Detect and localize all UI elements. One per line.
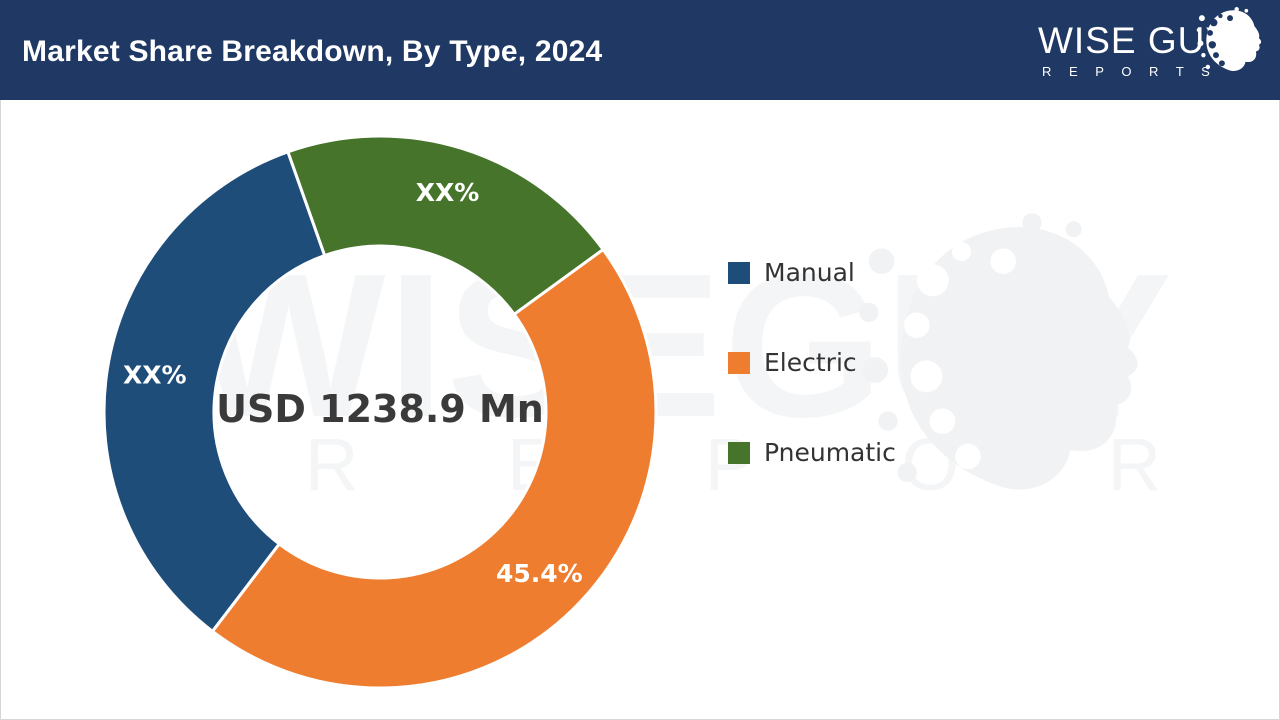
slice-label-manual: XX% bbox=[123, 361, 187, 390]
slice-electric bbox=[210, 248, 658, 690]
legend-marker-manual bbox=[728, 261, 750, 284]
legend-item-electric: Electric bbox=[728, 348, 857, 377]
wise-guy-logo: WISE GUY R E P O R T S bbox=[1010, 4, 1268, 96]
legend-marker-pneumatic bbox=[728, 441, 750, 464]
legend-label: Pneumatic bbox=[764, 438, 896, 467]
slice-pneumatic bbox=[286, 134, 605, 316]
legend-marker-electric bbox=[728, 351, 750, 374]
slice-manual bbox=[102, 150, 327, 633]
slice-label-electric: 45.4% bbox=[496, 559, 583, 588]
logo-wordmark: WISE GUY bbox=[1038, 20, 1232, 61]
legend-item-pneumatic: Pneumatic bbox=[728, 438, 896, 467]
watermark-reports-text: R E P O R T S bbox=[305, 423, 1280, 506]
header-bar: Market Share Breakdown, By Type, 2024 WI… bbox=[0, 0, 1280, 100]
legend-label: Electric bbox=[764, 348, 857, 377]
legend-label: Manual bbox=[764, 258, 855, 287]
logo-subtitle: R E P O R T S bbox=[1042, 64, 1217, 79]
slice-label-pneumatic: XX% bbox=[416, 178, 480, 207]
page-title: Market Share Breakdown, By Type, 2024 bbox=[22, 35, 603, 68]
donut-center-value: USD 1238.9 Mn bbox=[216, 387, 544, 431]
legend-item-manual: Manual bbox=[728, 258, 855, 287]
